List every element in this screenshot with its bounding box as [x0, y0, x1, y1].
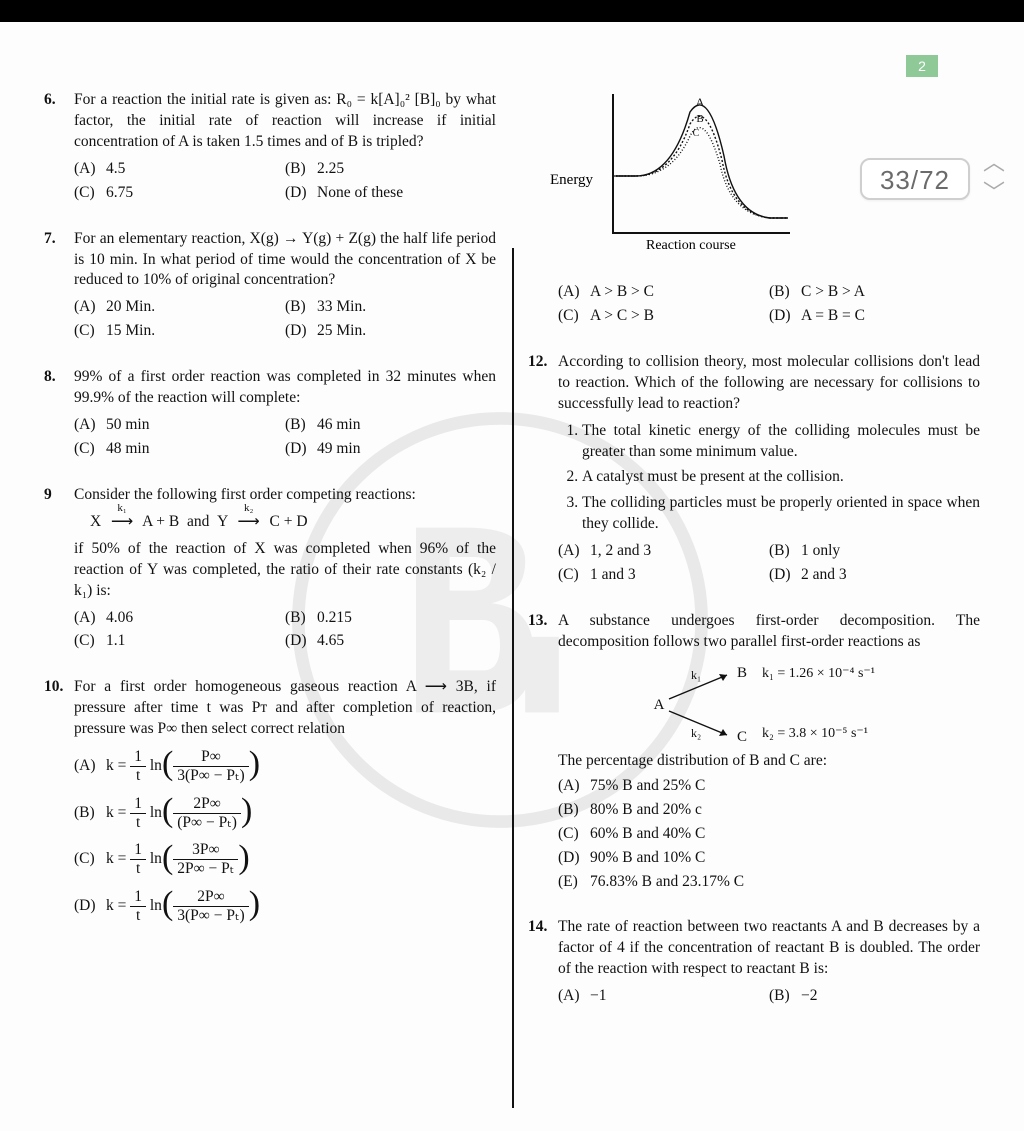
q13-opt-c: 60% B and 40% C — [590, 824, 705, 845]
question-11-options: (A)A > B > C (B)C > B > A (C)A > C > B (… — [528, 276, 980, 330]
q14-text: The rate of reaction between two reactan… — [558, 918, 980, 977]
question-14: 14. The rate of reaction between two rea… — [528, 917, 980, 1010]
q6-opt-b: 2.25 — [317, 159, 344, 180]
q10-opt-d: (D) k = 1t ln(2P∞3(P∞ − Pₜ)) — [74, 888, 496, 925]
q13-k2-value: k₂ = 3.8 × 10⁻⁵ s⁻¹ — [762, 725, 868, 744]
q8-text: 99% of a first order reaction was comple… — [74, 368, 496, 406]
q6-opt-c: 6.75 — [106, 183, 133, 204]
q7-text: For an elementary reaction, X(g) → Y(g) … — [74, 230, 496, 289]
svg-text:B: B — [737, 665, 747, 681]
svg-text:k₂: k₂ — [691, 726, 701, 740]
q9-post: if 50% of the reaction of X was complete… — [74, 540, 496, 599]
q9-opt-a: 4.06 — [106, 608, 133, 629]
left-column: 6. For a reaction the initial rate is gi… — [28, 90, 512, 1010]
q6-text: For a reaction the initial rate is given… — [74, 91, 496, 150]
q12-opt-d: 2 and 3 — [801, 565, 847, 586]
q12-opt-a: 1, 2 and 3 — [590, 541, 651, 562]
q13-opt-b: 80% B and 20% c — [590, 800, 702, 821]
right-column: (A)A > B > C (B)C > B > A (C)A > C > B (… — [512, 90, 996, 1010]
q10-opt-b: (B) k = 1t ln(2P∞(P∞ − Pₜ)) — [74, 795, 496, 832]
top-black-bar — [0, 0, 1024, 22]
svg-text:C: C — [737, 729, 747, 745]
q13-post: The percentage distribution of B and C a… — [558, 752, 827, 769]
q8-opt-b: 46 min — [317, 415, 361, 436]
q12-stmt-1: The total kinetic energy of the collidin… — [582, 421, 980, 463]
q8-opt-a: 50 min — [106, 415, 150, 436]
q8-opt-c: 48 min — [106, 439, 150, 460]
q10-opt-a: (A) k = 1t ln(P∞3(P∞ − Pₜ)) — [74, 748, 496, 785]
question-8: 8. 99% of a first order reaction was com… — [44, 367, 496, 463]
q14-opt-a: −1 — [590, 986, 607, 1007]
q12-text: According to collision theory, most mole… — [558, 353, 980, 412]
q11-opt-b: C > B > A — [801, 282, 865, 303]
q7-opt-a: 20 Min. — [106, 297, 155, 318]
q13-k1-value: k₁ = 1.26 × 10⁻⁴ s⁻¹ — [762, 665, 875, 684]
q11-opt-c: A > C > B — [590, 306, 654, 327]
q12-stmt-3: The colliding particles must be properly… — [582, 493, 980, 535]
question-7: 7. For an elementary reaction, X(g) → Y(… — [44, 229, 496, 346]
q9-opt-c: 1.1 — [106, 631, 125, 652]
q7-opt-d: 25 Min. — [317, 321, 366, 342]
q14-opt-b: −2 — [801, 986, 818, 1007]
q9-equation: X ⟶k₁ A + B and Y ⟶k₂ C + D — [74, 512, 496, 533]
svg-text:k₁: k₁ — [691, 668, 701, 682]
q8-opt-d: 49 min — [317, 439, 361, 460]
question-9: 9 Consider the following first order com… — [44, 485, 496, 655]
q10-opt-c: (C) k = 1t ln(3P∞2P∞ − Pₜ) — [74, 841, 496, 878]
q12-opt-b: 1 only — [801, 541, 840, 562]
q12-opt-c: 1 and 3 — [590, 565, 636, 586]
q13-opt-d: 90% B and 10% C — [590, 848, 705, 869]
q9-opt-b: 0.215 — [317, 608, 352, 629]
q13-diagram: A B k₁ C k₂ k₁ = 1.26 × 10⁻⁴ s⁻¹ k₂ = 3.… — [578, 659, 980, 747]
q7-opt-c: 15 Min. — [106, 321, 155, 342]
question-12: 12. According to collision theory, most … — [528, 352, 980, 589]
q6-opt-d: None of these — [317, 183, 403, 204]
question-10: 10. For a first order homogeneous gaseou… — [44, 677, 496, 927]
question-13: 13. A substance undergoes first-order de… — [528, 611, 980, 895]
q12-stmt-2: A catalyst must be present at the collis… — [582, 467, 980, 488]
q9-opt-d: 4.65 — [317, 631, 344, 652]
q10-text: For a first order homogeneous gaseous re… — [74, 678, 496, 737]
svg-text:A: A — [654, 697, 665, 713]
question-6: 6. For a reaction the initial rate is gi… — [44, 90, 496, 207]
q6-opt-a: 4.5 — [106, 159, 125, 180]
q7-opt-b: 33 Min. — [317, 297, 366, 318]
q11-opt-a: A > B > C — [590, 282, 654, 303]
q11-opt-d: A = B = C — [801, 306, 865, 327]
q13-opt-e: 76.83% B and 23.17% C — [590, 872, 744, 893]
q13-opt-a: 75% B and 25% C — [590, 776, 705, 797]
q13-text: A substance undergoes first-order decomp… — [558, 612, 980, 650]
